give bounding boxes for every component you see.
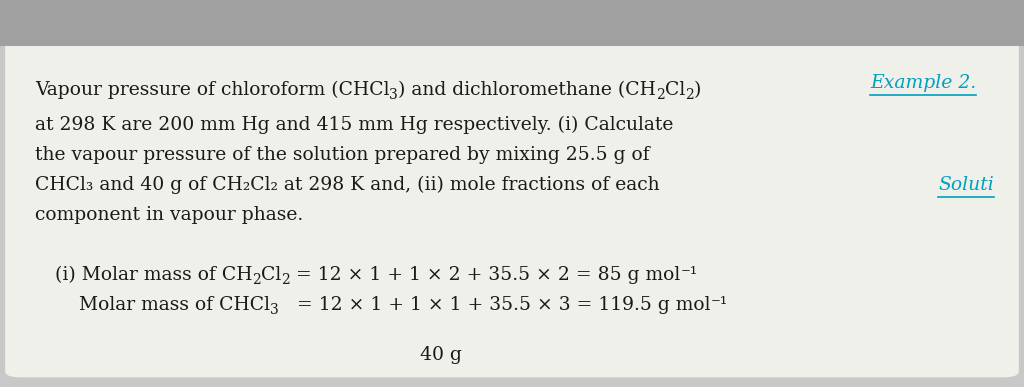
Text: ⁻¹: ⁻¹	[681, 266, 697, 284]
Text: = 12 × 1 + 1 × 2 + 35.5 × 2 = 85 g mol: = 12 × 1 + 1 × 2 + 35.5 × 2 = 85 g mol	[290, 266, 681, 284]
Text: 2: 2	[685, 88, 694, 102]
Text: Soluti: Soluti	[938, 176, 993, 194]
Text: 2: 2	[282, 273, 290, 287]
Text: Cl: Cl	[261, 266, 282, 284]
Text: = 12 × 1 + 1 × 1 + 35.5 × 3 = 119.5 g mol: = 12 × 1 + 1 × 1 + 35.5 × 3 = 119.5 g mo…	[279, 296, 711, 314]
Text: Example 2.: Example 2.	[870, 74, 976, 92]
Text: 40 g: 40 g	[420, 346, 462, 364]
Text: 2: 2	[253, 273, 261, 287]
Text: 2: 2	[656, 88, 665, 102]
Text: Molar mass of CHCl: Molar mass of CHCl	[55, 296, 270, 314]
Text: ): )	[694, 81, 701, 99]
Text: at 298 K are 200 mm Hg and 415 mm Hg respectively. (i) Calculate: at 298 K are 200 mm Hg and 415 mm Hg res…	[35, 116, 674, 134]
Text: ⁻¹: ⁻¹	[711, 296, 727, 314]
Text: CHCl₃ and 40 g of CH₂Cl₂ at 298 K and, (ii) mole fractions of each: CHCl₃ and 40 g of CH₂Cl₂ at 298 K and, (…	[35, 176, 659, 194]
Text: component in vapour phase.: component in vapour phase.	[35, 206, 303, 224]
Text: Cl: Cl	[665, 81, 685, 99]
Text: 3: 3	[270, 303, 279, 317]
Text: 3: 3	[389, 88, 398, 102]
Text: (i) Molar mass of CH: (i) Molar mass of CH	[55, 266, 253, 284]
Text: the vapour pressure of the solution prepared by mixing 25.5 g of: the vapour pressure of the solution prep…	[35, 146, 649, 164]
Text: ) and dichloromethane (CH: ) and dichloromethane (CH	[398, 81, 656, 99]
Text: Vapour pressure of chloroform (CHCl: Vapour pressure of chloroform (CHCl	[35, 81, 389, 99]
